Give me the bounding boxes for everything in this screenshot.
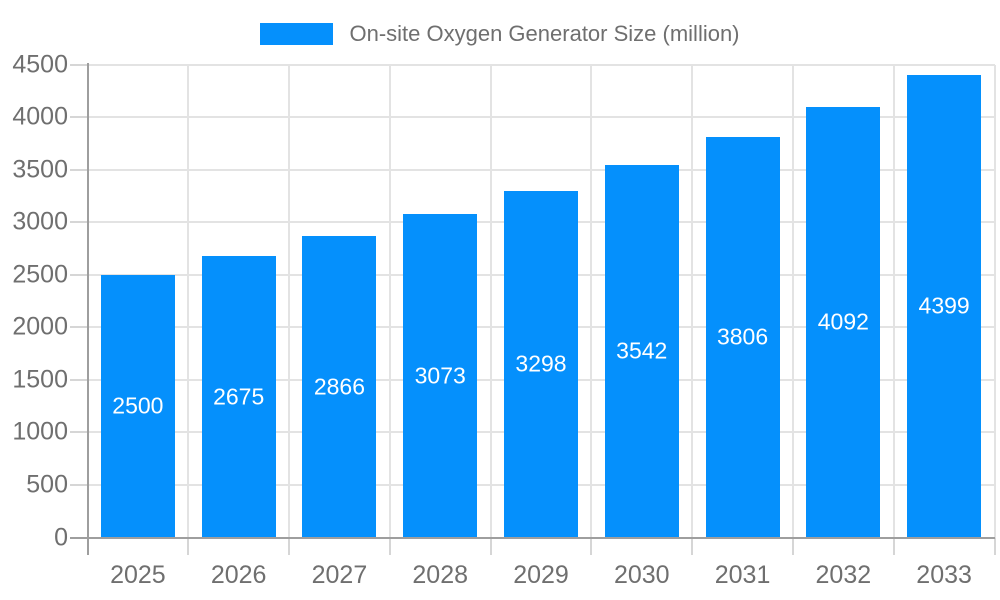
x-axis-tick <box>489 537 492 555</box>
x-axis-tick <box>388 537 391 555</box>
gridline-horizontal <box>87 116 995 119</box>
x-axis-line <box>70 536 995 539</box>
x-axis-tick <box>791 537 794 555</box>
gridline-vertical <box>590 64 593 538</box>
y-axis-label: 1500 <box>12 365 68 394</box>
bar-value-label: 3542 <box>616 337 668 364</box>
gridline-vertical <box>791 64 794 538</box>
bar[interactable] <box>504 190 578 538</box>
x-axis-tick <box>993 537 996 555</box>
x-axis-tick <box>892 537 895 555</box>
x-axis-label: 2031 <box>714 561 771 589</box>
legend-label: On-site Oxygen Generator Size (million) <box>349 21 740 46</box>
bar[interactable] <box>403 214 478 538</box>
bar[interactable] <box>604 165 679 538</box>
x-axis-tick <box>187 537 190 555</box>
y-axis-label: 2500 <box>12 260 68 289</box>
bar[interactable] <box>907 75 982 538</box>
gridline-vertical <box>892 64 895 538</box>
y-axis-label: 2000 <box>12 312 68 341</box>
y-axis-tick <box>70 63 88 66</box>
y-axis-label: 0 <box>54 523 68 551</box>
y-axis-tick <box>70 431 88 434</box>
x-axis-label: 2027 <box>311 561 368 589</box>
gridline-horizontal <box>87 168 995 171</box>
y-axis-tick <box>70 378 88 381</box>
bar-value-label: 3298 <box>515 350 567 377</box>
x-axis-label: 2032 <box>815 561 872 589</box>
bar-value-label: 4399 <box>918 292 970 319</box>
x-axis-label: 2026 <box>210 561 267 589</box>
y-axis-label: 4000 <box>12 102 68 131</box>
bar-value-label: 2675 <box>213 383 265 410</box>
y-axis-tick <box>70 221 88 224</box>
gridline-vertical <box>187 64 190 538</box>
bar-value-label: 3806 <box>716 323 769 350</box>
gridline-vertical <box>489 64 492 538</box>
x-axis-label: 2030 <box>613 561 670 589</box>
x-axis-label: 2028 <box>412 561 469 589</box>
y-axis-tick <box>70 326 88 329</box>
bar[interactable] <box>806 107 881 538</box>
bar[interactable] <box>100 274 175 538</box>
y-axis-label: 3500 <box>12 155 68 184</box>
y-axis-tick <box>70 483 88 486</box>
gridline-vertical <box>388 64 391 538</box>
gridline-vertical <box>691 64 694 538</box>
y-axis-label: 1000 <box>12 417 68 446</box>
y-axis-line <box>86 62 89 555</box>
y-axis-label: 3000 <box>12 207 68 236</box>
y-axis-label: 4500 <box>12 50 68 78</box>
gridline-horizontal <box>87 63 995 66</box>
y-axis-tick <box>70 116 88 119</box>
legend-swatch <box>260 23 334 45</box>
bar-value-label: 4092 <box>817 308 869 335</box>
chart-legend[interactable]: On-site Oxygen Generator Size (million) <box>0 21 1000 47</box>
gridline-vertical <box>993 64 996 538</box>
x-axis-label: 2029 <box>513 561 569 589</box>
x-axis-label: 2025 <box>110 561 166 589</box>
y-axis-label: 500 <box>26 470 68 499</box>
bar-value-label: 3073 <box>414 362 466 389</box>
x-axis-tick <box>288 537 291 555</box>
y-axis-tick <box>70 273 88 276</box>
x-axis-tick <box>691 537 694 555</box>
bar-value-label: 2500 <box>112 392 164 419</box>
bar[interactable] <box>302 236 377 538</box>
x-axis-tick <box>590 537 593 555</box>
y-axis-tick <box>70 168 88 171</box>
x-axis-label: 2033 <box>916 561 972 589</box>
bar[interactable] <box>201 256 276 538</box>
bar[interactable] <box>705 137 780 538</box>
gridline-vertical <box>288 64 291 538</box>
bar-value-label: 2866 <box>313 373 366 400</box>
